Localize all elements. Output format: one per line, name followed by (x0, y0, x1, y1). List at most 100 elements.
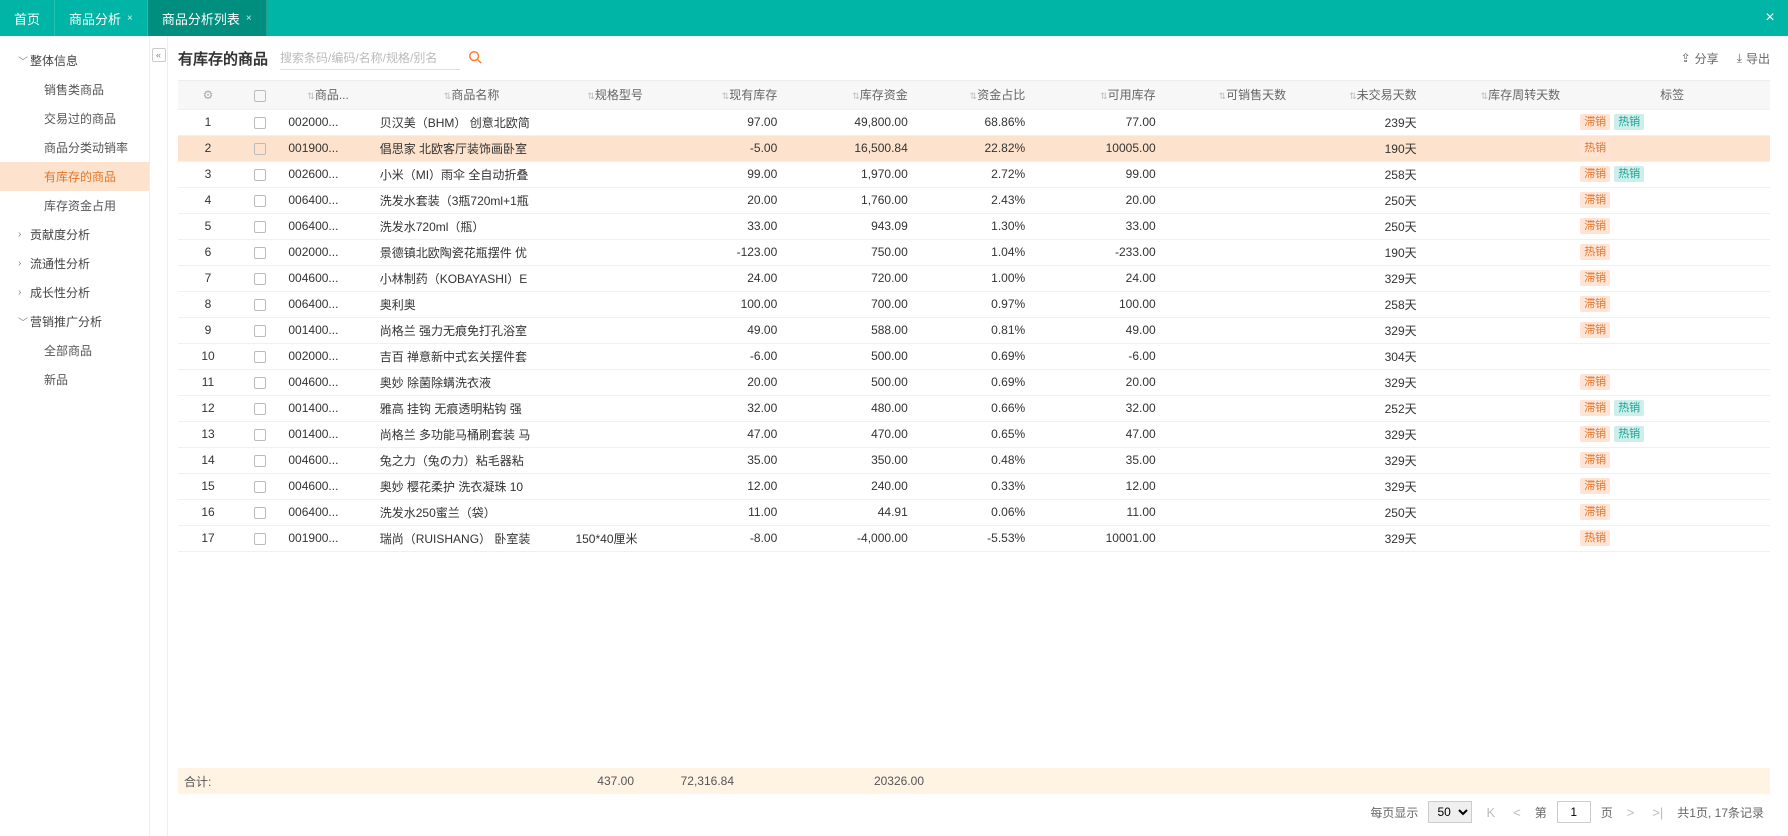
tag-hot: 热销 (1614, 166, 1644, 182)
pager-page-input[interactable] (1557, 801, 1591, 823)
select-all-checkbox[interactable] (254, 90, 266, 102)
sidebar-group-header[interactable]: ›流通性分析 (0, 249, 149, 278)
column-header-avail[interactable]: ⇅可用库存 (1039, 81, 1169, 109)
column-header-name[interactable]: ⇅商品名称 (374, 81, 570, 109)
cell-turn (1431, 187, 1575, 213)
table-row[interactable]: 7004600...小林制药（KOBAYASHI）E24.00720.001.0… (178, 265, 1770, 291)
row-checkbox[interactable] (254, 273, 266, 285)
tabbar-close-button[interactable]: × (1752, 0, 1788, 36)
sidebar-item[interactable]: 有库存的商品 (0, 162, 149, 191)
sidebar-item[interactable]: 库存资金占用 (0, 191, 149, 220)
pager-prev-button[interactable]: < (1509, 805, 1525, 820)
total-cell-idx: 合计: (178, 773, 224, 790)
share-button[interactable]: ⇪ 分享 (1681, 50, 1719, 67)
table-row[interactable]: 3002600...小米（MI）雨伞 全自动折叠99.001,970.002.7… (178, 161, 1770, 187)
row-checkbox[interactable] (254, 403, 266, 415)
cell-chk (238, 291, 282, 317)
search-icon[interactable] (468, 50, 482, 67)
table-row[interactable]: 17001900...瑞尚（RUISHANG） 卧室装150*40厘米-8.00… (178, 525, 1770, 551)
cell-idx: 13 (178, 421, 238, 447)
cell-spec (569, 317, 660, 343)
sidebar-group-header[interactable]: ﹀整体信息 (0, 46, 149, 75)
row-checkbox[interactable] (254, 221, 266, 233)
cell-spec (569, 135, 660, 161)
tab[interactable]: 首页 (0, 0, 55, 36)
tag-hotO: 热销 (1580, 140, 1610, 156)
cell-notx: 329天 (1300, 473, 1430, 499)
export-button[interactable]: ⤓ 导出 (1737, 50, 1770, 67)
table-row[interactable]: 12001400...雅高 挂钩 无痕透明粘钩 强32.00480.000.66… (178, 395, 1770, 421)
row-checkbox[interactable] (254, 481, 266, 493)
row-checkbox[interactable] (254, 117, 266, 129)
column-header-pct[interactable]: ⇅资金占比 (922, 81, 1039, 109)
row-checkbox[interactable] (254, 143, 266, 155)
pager-first-button[interactable]: K (1482, 805, 1499, 820)
cell-saledays (1170, 265, 1300, 291)
row-checkbox[interactable] (254, 169, 266, 181)
row-checkbox[interactable] (254, 533, 266, 545)
table-row[interactable]: 9001400...尚格兰 强力无痕免打孔浴室49.00588.000.81%4… (178, 317, 1770, 343)
tag-slow: 滞销 (1580, 452, 1610, 468)
tab-close-icon[interactable]: × (246, 13, 252, 24)
cell-idx: 12 (178, 395, 238, 421)
column-header-turn[interactable]: ⇅库存周转天数 (1431, 81, 1575, 109)
sidebar-group-header[interactable]: ›贡献度分析 (0, 220, 149, 249)
table-row[interactable]: 13001400...尚格兰 多功能马桶刷套装 马47.00470.000.65… (178, 421, 1770, 447)
tab-label: 商品分析 (69, 9, 121, 28)
cell-pct: 2.72% (922, 161, 1039, 187)
column-header-fund[interactable]: ⇅库存资金 (791, 81, 921, 109)
column-header-spec[interactable]: ⇅规格型号 (569, 81, 660, 109)
row-checkbox[interactable] (254, 507, 266, 519)
pager-next-button[interactable]: > (1623, 805, 1639, 820)
table-row[interactable]: 4006400...洗发水套装（3瓶720ml+1瓶20.001,760.002… (178, 187, 1770, 213)
sidebar-item[interactable]: 全部商品 (0, 336, 149, 365)
cell-fund: 350.00 (791, 447, 921, 473)
sidebar-item[interactable]: 新品 (0, 365, 149, 394)
cell-notx: 329天 (1300, 447, 1430, 473)
tab[interactable]: 商品分析列表× (148, 0, 267, 36)
row-checkbox[interactable] (254, 247, 266, 259)
table-row[interactable]: 10002000...吉百 禅意新中式玄关摆件套-6.00500.000.69%… (178, 343, 1770, 369)
cell-code: 001400... (282, 421, 373, 447)
sidebar-group-header[interactable]: ﹀营销推广分析 (0, 307, 149, 336)
row-checkbox[interactable] (254, 429, 266, 441)
gear-icon[interactable]: ⚙ (203, 88, 214, 102)
table-row[interactable]: 14004600...兔之力（兔の力）粘毛器粘35.00350.000.48%3… (178, 447, 1770, 473)
sidebar-item[interactable]: 交易过的商品 (0, 104, 149, 133)
cell-name: 兔之力（兔の力）粘毛器粘 (374, 447, 570, 473)
cell-chk (238, 265, 282, 291)
pager-last-button[interactable]: >| (1648, 805, 1667, 820)
table-row[interactable]: 8006400...奥利奥100.00700.000.97%100.00258天… (178, 291, 1770, 317)
column-header-stock[interactable]: ⇅现有库存 (661, 81, 791, 109)
column-header-notx[interactable]: ⇅未交易天数 (1300, 81, 1430, 109)
cell-tags: 滞销 (1574, 473, 1770, 499)
tab[interactable]: 商品分析 × (55, 0, 148, 36)
row-checkbox[interactable] (254, 455, 266, 467)
column-header-saledays[interactable]: ⇅可销售天数 (1170, 81, 1300, 109)
sidebar-item[interactable]: 销售类商品 (0, 75, 149, 104)
tab-close-icon[interactable]: × (127, 13, 133, 24)
table-row[interactable]: 6002000...景德镇北欧陶瓷花瓶摆件 优-123.00750.001.04… (178, 239, 1770, 265)
cell-idx: 10 (178, 343, 238, 369)
row-checkbox[interactable] (254, 351, 266, 363)
table-row[interactable]: 1002000...贝汉美（BHM） 创意北欧简97.0049,800.0068… (178, 109, 1770, 135)
cell-code: 006400... (282, 213, 373, 239)
per-page-select[interactable]: 50 (1428, 801, 1472, 823)
sidebar-item[interactable]: 商品分类动销率 (0, 133, 149, 162)
table-row[interactable]: 11004600...奥妙 除菌除螨洗衣液20.00500.000.69%20.… (178, 369, 1770, 395)
sidebar-group-header[interactable]: ›成长性分析 (0, 278, 149, 307)
table-row[interactable]: 2001900...倡思家 北欧客厅装饰画卧室-5.0016,500.8422.… (178, 135, 1770, 161)
row-checkbox[interactable] (254, 325, 266, 337)
table-row[interactable]: 16006400...洗发水250蜜兰（袋）11.0044.910.06%11.… (178, 499, 1770, 525)
cell-tags: 滞销热销 (1574, 161, 1770, 187)
row-checkbox[interactable] (254, 195, 266, 207)
row-checkbox[interactable] (254, 299, 266, 311)
cell-idx: 15 (178, 473, 238, 499)
row-checkbox[interactable] (254, 377, 266, 389)
table-row[interactable]: 15004600...奥妙 樱花柔护 洗衣凝珠 1012.00240.000.3… (178, 473, 1770, 499)
table-row[interactable]: 5006400...洗发水720ml（瓶）33.00943.091.30%33.… (178, 213, 1770, 239)
sidebar-collapse-button[interactable]: « (152, 48, 166, 62)
cell-fund: 700.00 (791, 291, 921, 317)
column-header-code[interactable]: ⇅商品... (282, 81, 373, 109)
search-input[interactable] (280, 46, 460, 70)
